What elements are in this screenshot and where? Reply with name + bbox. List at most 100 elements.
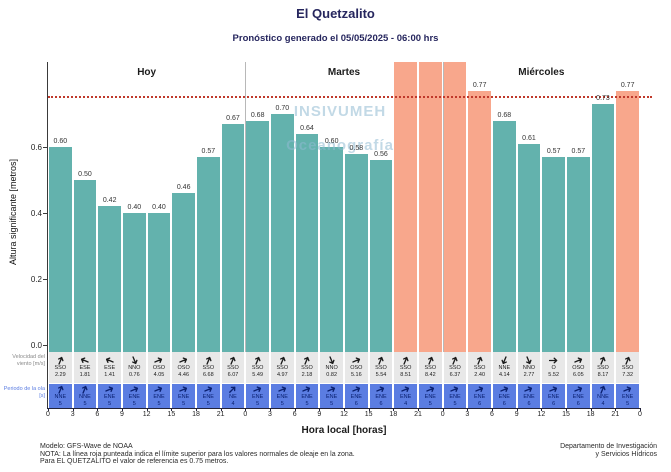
x-tick-mark	[442, 408, 444, 411]
x-tick-mark	[516, 408, 518, 411]
direction-arrow-icon	[128, 383, 140, 395]
wave-row-axis-label: Periodo de la ola [s]	[3, 386, 45, 399]
direction-arrow-icon	[350, 355, 362, 367]
wind-speed-value: 7.32	[622, 372, 634, 379]
wave-cell: ENE 6	[468, 384, 491, 408]
x-tick-mark	[171, 408, 173, 411]
x-tick-mark	[590, 408, 592, 411]
wave-direction-label: ENE	[326, 393, 338, 400]
bar	[320, 147, 343, 352]
y-tick-mark	[43, 345, 47, 346]
wave-cell: ENE 5	[197, 384, 220, 408]
x-tick-label: 12	[340, 411, 348, 418]
wind-speed-value: 6.37	[449, 372, 461, 379]
bar-value-label: 0.77	[620, 81, 635, 89]
wave-direction-label: NNE	[54, 393, 67, 400]
wind-cell: NNO 2.77	[517, 352, 541, 383]
wave-direction-label: NNE	[79, 393, 91, 400]
x-tick-label: 12	[142, 411, 151, 418]
wave-period-value: 5	[206, 400, 210, 407]
wind-speed-value: 6.68	[202, 372, 214, 379]
direction-arrow-icon	[202, 355, 214, 367]
direction-arrow-icon	[400, 383, 412, 395]
wave-period-value: 6	[379, 400, 383, 407]
direction-arrow-icon	[622, 355, 634, 367]
direction-arrow-icon	[104, 383, 116, 395]
wave-period-value: 5	[428, 400, 432, 407]
wave-period-value: 5	[626, 400, 630, 407]
wind-direction-label: SSO	[202, 365, 215, 372]
direction-arrow-icon	[252, 355, 264, 367]
direction-arrow-icon	[301, 355, 313, 367]
direction-arrow-icon	[572, 383, 584, 395]
wave-direction-label: ENE	[375, 393, 387, 400]
x-tick-label: 6	[292, 411, 297, 418]
wave-cell: ENE 5	[419, 384, 442, 408]
x-tick-label: 12	[537, 411, 546, 418]
direction-arrow-icon	[498, 383, 510, 395]
reference-line	[48, 96, 652, 98]
wind-cell: SSO 5.49	[246, 352, 269, 383]
direction-arrow-icon	[202, 383, 214, 395]
direction-arrow-icon	[597, 355, 609, 367]
y-tick-mark	[43, 213, 47, 214]
direction-arrow-icon	[276, 355, 288, 367]
direction-arrow-icon	[153, 383, 165, 395]
wave-cell: ENE 5	[271, 384, 294, 408]
wave-direction-label: ENE	[449, 393, 461, 400]
wind-direction-label: ESE	[79, 365, 91, 372]
wind-cell: SSO 6.68	[197, 352, 220, 383]
wave-cell: ENE 6	[567, 384, 590, 408]
wave-cell: ENE 5	[616, 384, 639, 408]
wave-direction-label: ENE	[252, 393, 264, 400]
y-tick-mark	[43, 279, 47, 280]
wave-cell: ENE 5	[172, 384, 195, 408]
wave-direction-label: NE	[229, 393, 237, 400]
direction-arrow-icon	[326, 355, 338, 367]
bar-value-label: 0.40	[152, 204, 166, 211]
wind-speed-value: 4.05	[153, 372, 165, 379]
wind-speed-value: 8.51	[400, 372, 412, 379]
footer-department: Departamento de Investigación y Servicio…	[457, 443, 657, 458]
x-tick-label: 21	[414, 411, 422, 418]
x-tick-mark	[146, 408, 148, 411]
bar	[493, 120, 516, 352]
direction-arrow-icon	[474, 355, 486, 367]
wave-direction-label: ENE	[202, 393, 214, 400]
wave-period-value: 5	[157, 400, 161, 407]
bar	[197, 156, 220, 352]
bar	[616, 90, 639, 352]
wind-speed-value: 4.46	[178, 372, 190, 379]
direction-arrow-icon	[523, 383, 535, 395]
day-label: Hoy	[137, 67, 157, 78]
wave-period-value: 5	[132, 400, 136, 407]
footer-model: Modelo: GFS-Wave de NOAA	[40, 443, 133, 450]
wind-cell: OSO 5.16	[345, 352, 368, 383]
page-subtitle: Pronóstico generado el 05/05/2025 - 06:0…	[232, 33, 439, 44]
bar-value-label: 0.64	[300, 124, 314, 132]
bar-value-label: 0.58	[349, 144, 364, 152]
wave-cell: ENE 4	[394, 384, 417, 408]
direction-arrow-icon	[153, 355, 165, 367]
bar	[517, 143, 541, 352]
wave-direction-label: NNE	[597, 393, 609, 400]
bar-value-label: 0.77	[472, 81, 487, 89]
wind-direction-label: NNE	[498, 365, 511, 372]
wind-speed-value: 2.18	[301, 372, 313, 379]
footer-notes: Modelo: GFS-Wave de NOAA NOTA: La línea …	[40, 443, 490, 466]
bar-value-label: 0.56	[374, 151, 388, 159]
wind-speed-value: 6.05	[572, 372, 584, 379]
wave-direction-label: ENE	[622, 393, 634, 400]
x-tick-mark	[615, 408, 617, 411]
wind-direction-label: SSO	[227, 365, 239, 372]
wind-cell: SSO 4.97	[271, 352, 294, 383]
x-tick-label: 3	[70, 411, 75, 418]
wind-speed-value: 5.54	[375, 372, 387, 379]
bar	[295, 133, 319, 352]
wave-cell: ENE 5	[443, 384, 467, 408]
direction-arrow-icon	[178, 383, 190, 395]
wave-cell: ENE 5	[320, 384, 343, 408]
wind-direction-label: SSO	[621, 365, 634, 372]
wave-period-value: 5	[330, 400, 334, 407]
